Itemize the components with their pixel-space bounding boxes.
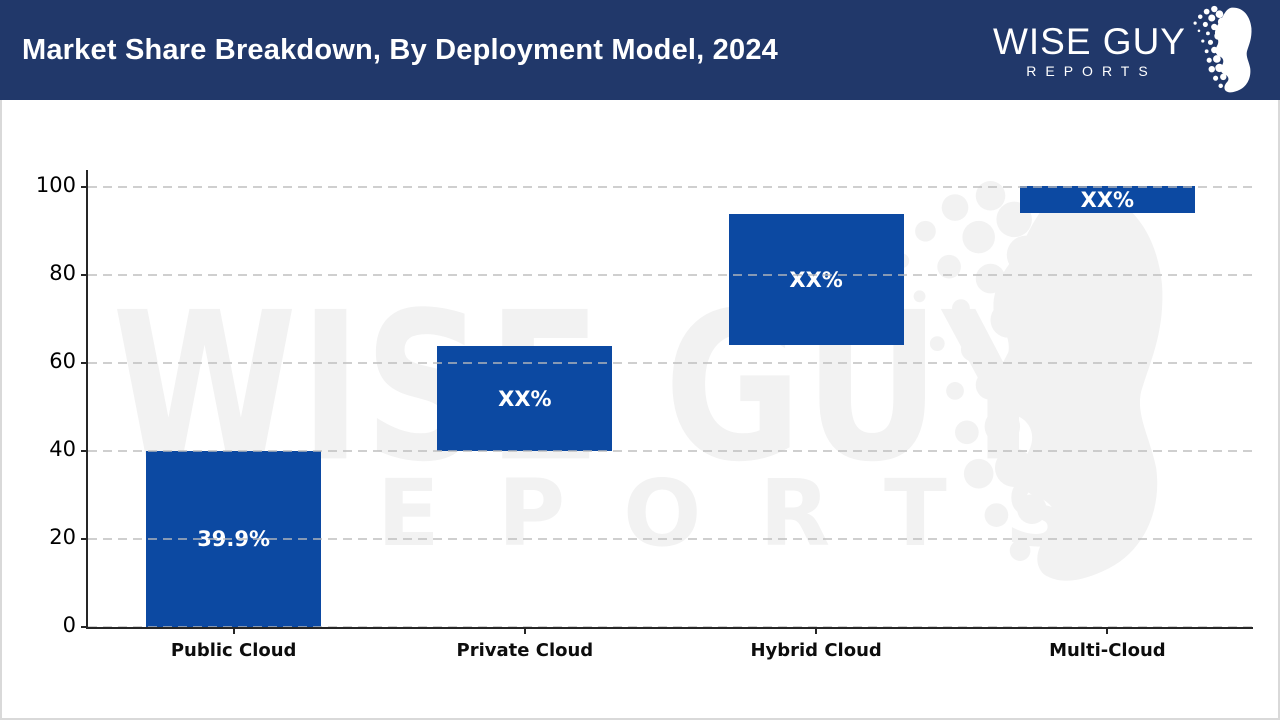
y-tick-mark-40 [81,450,88,452]
x-tick-mark-1 [523,627,526,634]
x-category-label-2: Hybrid Cloud [750,640,882,661]
bar-hybrid-cloud: XX% [728,214,904,346]
bar-value-label: XX% [1080,187,1135,212]
y-tick-label-0: 0 [62,613,76,637]
x-category-label-3: Multi-Cloud [1049,640,1166,661]
bar-multi-cloud: XX% [1019,186,1195,213]
y-axis-spine [86,170,88,629]
figure-border-bottom [0,718,1280,720]
gridline-40 [88,450,1253,452]
logo-reports-text: REPORTS [1026,62,1157,79]
y-tick-label-40: 40 [49,437,76,461]
logo-wiseguy-text: WISE GUY [992,20,1186,62]
header-bar: Market Share Breakdown, By Deployment Mo… [0,0,1280,100]
x-axis-spine [86,627,1253,629]
y-tick-mark-0 [81,626,88,628]
x-category-label-1: Private Cloud [456,640,594,661]
y-tick-mark-100 [81,186,88,188]
y-tick-label-100: 100 [35,173,76,197]
gridline-60 [88,362,1253,364]
y-tick-label-80: 80 [49,261,76,285]
watermark-reports: REPORTS [248,460,1130,567]
y-tick-label-60: 60 [49,349,76,373]
watermark-face-icon [894,180,1163,581]
x-tick-mark-2 [815,627,818,634]
wiseguy-logo: WISE GUY REPORTS [993,5,1254,95]
gridline-80 [88,274,1253,276]
logo-face-icon [1193,5,1252,93]
y-tick-mark-80 [81,274,88,276]
gridline-100 [88,186,1253,188]
x-category-label-0: Public Cloud [170,640,297,661]
chart-title: Market Share Breakdown, By Deployment Mo… [22,33,778,66]
figure-border-right [1278,100,1280,720]
y-tick-label-20: 20 [49,525,76,549]
bar-value-label: XX% [498,386,552,411]
x-tick-mark-0 [232,627,235,634]
gridline-20 [88,538,1253,540]
figure-border-left [0,100,2,720]
y-tick-mark-20 [81,538,88,540]
bar-value-label: XX% [789,267,843,292]
y-tick-mark-60 [81,362,88,364]
x-tick-mark-3 [1106,627,1109,634]
